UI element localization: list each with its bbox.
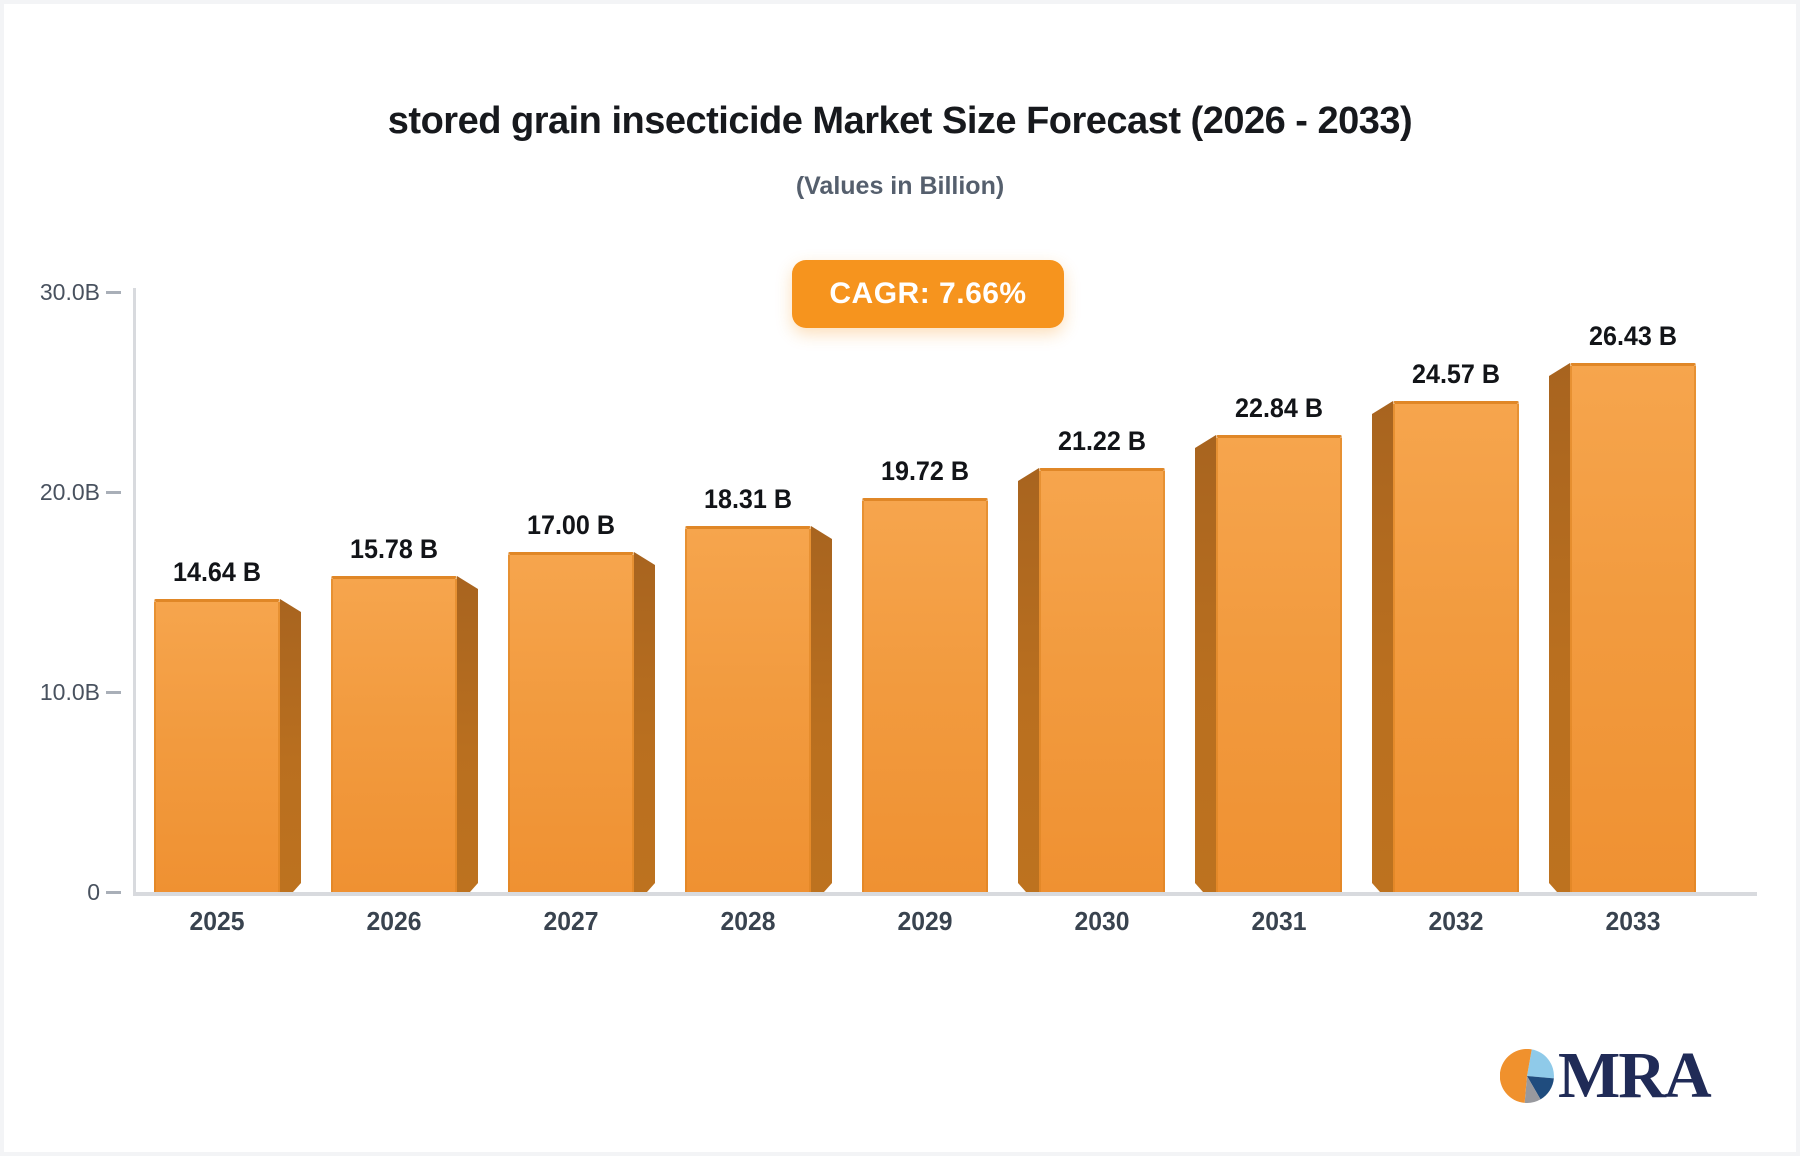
bar-2027[interactable] <box>508 552 634 892</box>
y-axis-tick <box>106 691 121 694</box>
x-axis-label-2031: 2031 <box>1251 906 1307 936</box>
x-axis-label-2032: 2032 <box>1428 906 1484 936</box>
y-axis-tick <box>106 491 121 494</box>
cagr-badge-label: CAGR: 7.66% <box>829 277 1027 310</box>
bar-side-face <box>457 576 478 892</box>
bar-value-label: 24.57 B <box>1412 359 1500 389</box>
cagr-badge: CAGR: 7.66% <box>792 260 1064 328</box>
bar-value-label: 14.64 B <box>173 557 261 587</box>
bar-side-face <box>1018 468 1039 892</box>
bar-value-label: 17.00 B <box>527 510 615 540</box>
bar-2031[interactable] <box>1216 435 1342 892</box>
brand-logo: MRA <box>1500 1036 1760 1116</box>
x-axis-label-2025: 2025 <box>189 906 245 936</box>
y-axis-label: 10.0B <box>39 679 100 705</box>
y-axis-tick <box>106 291 121 294</box>
x-axis-label-2033: 2033 <box>1605 906 1661 936</box>
bar-2030[interactable] <box>1039 468 1165 892</box>
x-axis-label-2029: 2029 <box>897 906 953 936</box>
bar-side-face <box>634 552 655 892</box>
x-axis-line <box>133 892 1757 896</box>
x-axis-label-2026: 2026 <box>366 906 422 936</box>
bar-side-face <box>811 526 832 892</box>
chart-card: stored grain insecticide Market Size For… <box>4 4 1796 1152</box>
y-axis-tick <box>106 891 121 894</box>
y-axis-line <box>133 288 136 896</box>
y-axis-label: 20.0B <box>39 479 100 505</box>
bar-side-face <box>1372 401 1393 892</box>
x-axis-label-2027: 2027 <box>543 906 599 936</box>
bar-side-face <box>280 599 301 892</box>
bar-value-label: 18.31 B <box>704 484 792 514</box>
x-axis-label-2030: 2030 <box>1074 906 1130 936</box>
bar-2025[interactable] <box>154 599 280 892</box>
bar-value-label: 21.22 B <box>1058 426 1146 456</box>
brand-logo-text: MRA <box>1558 1039 1712 1112</box>
x-axis-label-2028: 2028 <box>720 906 776 936</box>
bar-2029[interactable] <box>862 498 988 892</box>
bar-value-label: 19.72 B <box>881 456 969 486</box>
chart-subtitle: (Values in Billion) <box>795 172 1005 200</box>
bar-side-face <box>1549 363 1570 892</box>
bar-2033[interactable] <box>1570 363 1696 892</box>
bar-2028[interactable] <box>685 526 811 892</box>
y-axis-label: 30.0B <box>39 279 100 305</box>
bar-side-face <box>1195 435 1216 892</box>
chart-title: stored grain insecticide Market Size For… <box>387 100 1413 142</box>
y-axis-label: 0 <box>87 879 100 905</box>
bar-value-label: 15.78 B <box>350 534 438 564</box>
bar-2032[interactable] <box>1393 401 1519 892</box>
bar-2026[interactable] <box>331 576 457 892</box>
pie-logo-icon <box>1500 1049 1554 1103</box>
bar-value-label: 22.84 B <box>1235 393 1323 423</box>
bar-value-label: 26.43 B <box>1589 321 1677 351</box>
